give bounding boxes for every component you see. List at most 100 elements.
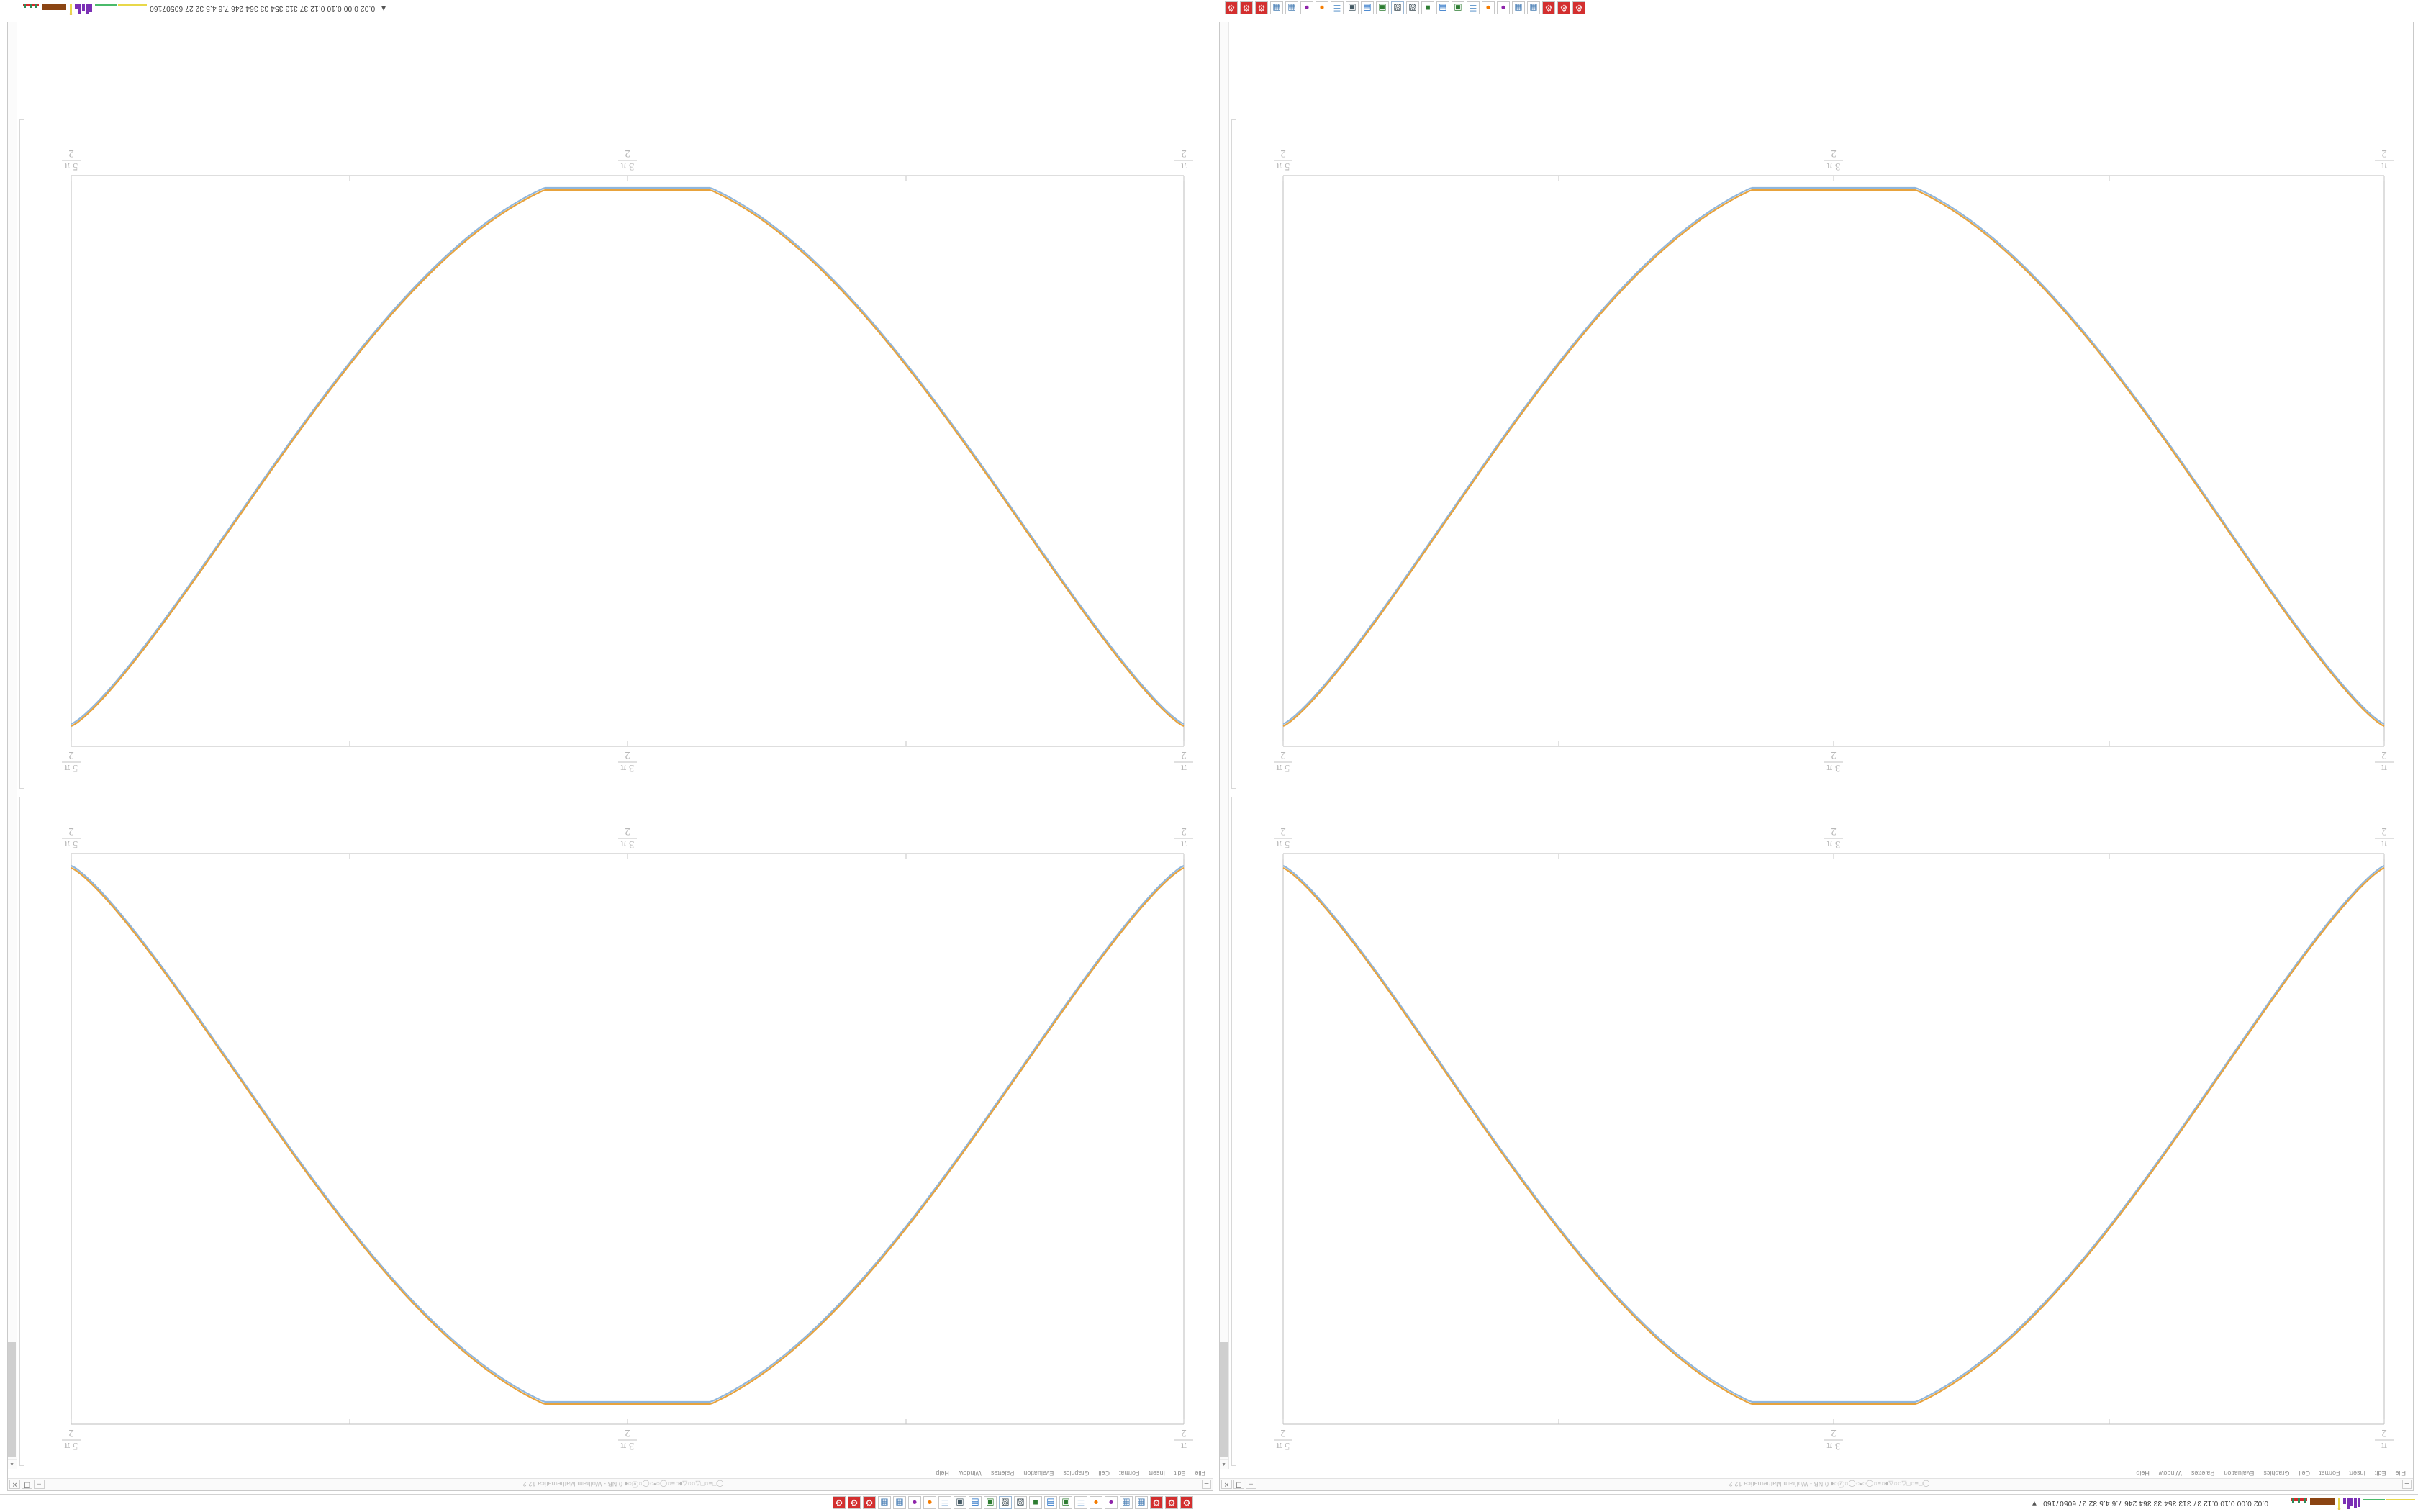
floppy-disk-icon[interactable]: ▤ bbox=[1044, 1496, 1057, 1510]
menubar-left[interactable]: File Edit Insert Format Cell Graphics Evaluati… bbox=[1220, 1469, 2413, 1478]
avatar-icon[interactable]: ● bbox=[908, 1496, 921, 1510]
menu-item-edit[interactable]: Edit bbox=[1174, 1470, 1186, 1477]
firefox-icon[interactable]: ● bbox=[923, 1496, 936, 1510]
taskbar-top-icons[interactable]: ⚙ ⚙ ⚙ ▦ ▦ ● ● ☰ ▣ ▤ ■ ▧ ▧ ▣ ▤ ▣ ☰ ● ● ▦ ▦ ⚙ ⚙ ⚙ bbox=[833, 1496, 1193, 1510]
mathematica-icon[interactable]: ⚙ bbox=[863, 1496, 876, 1510]
taskbar-bottom[interactable]: ⚙ ⚙ ⚙ ▦ ▦ ● ● ☰ ▣ ▤ ■ ▧ ▧ ▣ ▤ ▣ ☰ ● ● ▦ ▦ ⚙ ⚙ ⚙ ▲ 0.02 0.00 0.1… bbox=[0, 0, 2418, 17]
menu-item-file[interactable]: File bbox=[2395, 1470, 2406, 1477]
text-editor-icon[interactable]: ☰ bbox=[1074, 1496, 1087, 1510]
text-editor-icon[interactable]: ☰ bbox=[938, 1496, 951, 1510]
minimize-button-left[interactable]: – bbox=[1246, 1480, 1256, 1490]
cell-bracket[interactable] bbox=[19, 119, 24, 789]
maximize-button-left[interactable]: ❐ bbox=[1233, 1480, 1244, 1490]
cell-bracket[interactable] bbox=[1231, 797, 1236, 1466]
window-buttons-left[interactable]: – ❐ ✕ bbox=[1221, 1480, 1256, 1490]
notebook-body-right[interactable]: ▲ bbox=[8, 22, 1213, 1469]
menu-item-evaluation[interactable]: Evaluation bbox=[1023, 1470, 1054, 1477]
calculator-icon[interactable]: ▦ bbox=[1135, 1496, 1148, 1510]
monitor-icon[interactable]: ▣ bbox=[1375, 1, 1389, 15]
calculator-icon[interactable]: ▦ bbox=[1511, 1, 1525, 15]
mathematica-icon[interactable]: ⚙ bbox=[848, 1496, 861, 1510]
menu-item-insert[interactable]: Insert bbox=[2349, 1470, 2365, 1477]
calculator-icon[interactable]: ▦ bbox=[878, 1496, 891, 1510]
floppy-disk-icon[interactable]: ▤ bbox=[1436, 1, 1449, 15]
menu-item-palettes[interactable]: Palettes bbox=[990, 1470, 1015, 1477]
menu-item-palettes[interactable]: Palettes bbox=[2191, 1470, 2215, 1477]
taskbar-top[interactable]: 0.02 0.00 0.10 0.12 37 313 354 33 364 24… bbox=[0, 1494, 2418, 1511]
menu-item-help[interactable]: Help bbox=[936, 1470, 949, 1477]
mathematica-icon[interactable]: ⚙ bbox=[1165, 1496, 1178, 1510]
window-buttons-right[interactable]: – ❐ ✕ bbox=[9, 1480, 45, 1490]
window-titlebar-left[interactable]: ─ ◯□≡○□△○○△♦○≡○◯○•○◯○ⓞ○♦ 0.NB - Wolfram … bbox=[1220, 1478, 2413, 1490]
text-editor-icon[interactable]: ☰ bbox=[1330, 1, 1344, 15]
display-icon[interactable]: ▧ bbox=[1390, 1, 1404, 15]
system-monitor-bottom[interactable]: ▲ 0.02 0.00 0.10 0.12 37 313 354 33 364 … bbox=[0, 0, 392, 17]
menu-item-file[interactable]: File bbox=[1195, 1470, 1205, 1477]
menu-item-window[interactable]: Window bbox=[2158, 1470, 2182, 1477]
scroll-up-arrow-right[interactable]: ▲ bbox=[8, 1459, 17, 1469]
menu-item-edit[interactable]: Edit bbox=[2374, 1470, 2386, 1477]
window-icon-left[interactable]: ─ bbox=[2402, 1480, 2412, 1490]
notebook-scrollbar-left[interactable]: ▲ bbox=[1220, 22, 1229, 1469]
mathematica-icon[interactable]: ⚙ bbox=[1224, 1, 1238, 15]
window-titlebar-right[interactable]: ─ ◯□≡○□△○○△♦○≡○◯○•○◯○ⓞ○♦ 0.NB - Wolfram … bbox=[8, 1478, 1213, 1490]
calculator-icon[interactable]: ▦ bbox=[1285, 1, 1298, 15]
calculator-icon[interactable]: ▦ bbox=[1269, 1, 1283, 15]
notebook-body-left[interactable]: ▲ bbox=[1220, 22, 2413, 1469]
minimize-button-right[interactable]: – bbox=[34, 1480, 45, 1490]
terminal-icon[interactable]: ▣ bbox=[1059, 1496, 1072, 1510]
menu-item-graphics[interactable]: Graphics bbox=[1063, 1470, 1090, 1477]
menu-item-evaluation[interactable]: Evaluation bbox=[2224, 1470, 2255, 1477]
scrollbar-thumb-right[interactable] bbox=[8, 1342, 16, 1457]
notebook-scrollbar-right[interactable]: ▲ bbox=[8, 22, 17, 1469]
monitor-icon[interactable]: ■ bbox=[1421, 1, 1434, 15]
firefox-icon[interactable]: ● bbox=[1481, 1, 1495, 15]
avatar-icon[interactable]: ● bbox=[1105, 1496, 1118, 1510]
menu-item-insert[interactable]: Insert bbox=[1149, 1470, 1165, 1477]
text-editor-icon[interactable]: ☰ bbox=[1466, 1, 1480, 15]
menu-item-format[interactable]: Format bbox=[2319, 1470, 2340, 1477]
avatar-icon[interactable]: ● bbox=[1496, 1, 1510, 15]
cell-bracket[interactable] bbox=[19, 797, 24, 1466]
mathematica-icon[interactable]: ⚙ bbox=[1239, 1, 1253, 15]
mathematica-icon[interactable]: ⚙ bbox=[1150, 1496, 1163, 1510]
menu-item-cell[interactable]: Cell bbox=[1098, 1470, 1110, 1477]
calculator-icon[interactable]: ▦ bbox=[893, 1496, 906, 1510]
mathematica-icon[interactable]: ⚙ bbox=[1541, 1, 1555, 15]
menu-item-graphics[interactable]: Graphics bbox=[2263, 1470, 2290, 1477]
calculator-icon[interactable]: ▦ bbox=[1120, 1496, 1133, 1510]
display-icon[interactable]: ▧ bbox=[1405, 1, 1419, 15]
close-button-left[interactable]: ✕ bbox=[1221, 1480, 1232, 1490]
menu-item-window[interactable]: Window bbox=[958, 1470, 982, 1477]
scrollbar-thumb-left[interactable] bbox=[1220, 1342, 1228, 1457]
close-button-right[interactable]: ✕ bbox=[9, 1480, 20, 1490]
terminal-icon[interactable]: ▣ bbox=[954, 1496, 966, 1510]
cell-bracket[interactable] bbox=[1231, 119, 1236, 789]
monitor-icon[interactable]: ■ bbox=[1029, 1496, 1042, 1510]
menubar-right[interactable]: File Edit Insert Format Cell Graphics Evaluati… bbox=[8, 1469, 1213, 1478]
floppy-disk-icon[interactable]: ▤ bbox=[969, 1496, 982, 1510]
chevron-up-icon[interactable]: ▲ bbox=[380, 4, 387, 12]
mathematica-icon[interactable]: ⚙ bbox=[1254, 1, 1268, 15]
display-icon[interactable]: ▧ bbox=[999, 1496, 1012, 1510]
mathematica-window-left[interactable]: ─ ◯□≡○□△○○△♦○≡○◯○•○◯○ⓞ○♦ 0.NB - Wolfram … bbox=[1219, 22, 2414, 1491]
system-monitor-top[interactable]: 0.02 0.00 0.10 0.12 37 313 354 33 364 24… bbox=[2026, 1495, 2418, 1512]
floppy-disk-icon[interactable]: ▤ bbox=[1360, 1, 1374, 15]
chevron-down-icon[interactable]: ▼ bbox=[2031, 1499, 2038, 1507]
mathematica-icon[interactable]: ⚙ bbox=[1557, 1, 1570, 15]
mathematica-icon[interactable]: ⚙ bbox=[1572, 1, 1585, 15]
scroll-up-arrow-left[interactable]: ▲ bbox=[1220, 1459, 1228, 1469]
mathematica-icon[interactable]: ⚙ bbox=[1180, 1496, 1193, 1510]
display-icon[interactable]: ▧ bbox=[1014, 1496, 1027, 1510]
menu-item-format[interactable]: Format bbox=[1118, 1470, 1140, 1477]
calculator-icon[interactable]: ▦ bbox=[1526, 1, 1540, 15]
taskbar-bottom-icons[interactable]: ⚙ ⚙ ⚙ ▦ ▦ ● ● ☰ ▣ ▤ ■ ▧ ▧ ▣ ▤ ▣ ☰ ● ● ▦ ▦ ⚙ ⚙ ⚙ bbox=[1224, 1, 1585, 15]
maximize-button-right[interactable]: ❐ bbox=[22, 1480, 32, 1490]
avatar-icon[interactable]: ● bbox=[1300, 1, 1313, 15]
terminal-icon[interactable]: ▣ bbox=[1451, 1, 1464, 15]
menu-item-help[interactable]: Help bbox=[2136, 1470, 2150, 1477]
firefox-icon[interactable]: ● bbox=[1090, 1496, 1102, 1510]
monitor-icon[interactable]: ▣ bbox=[984, 1496, 997, 1510]
